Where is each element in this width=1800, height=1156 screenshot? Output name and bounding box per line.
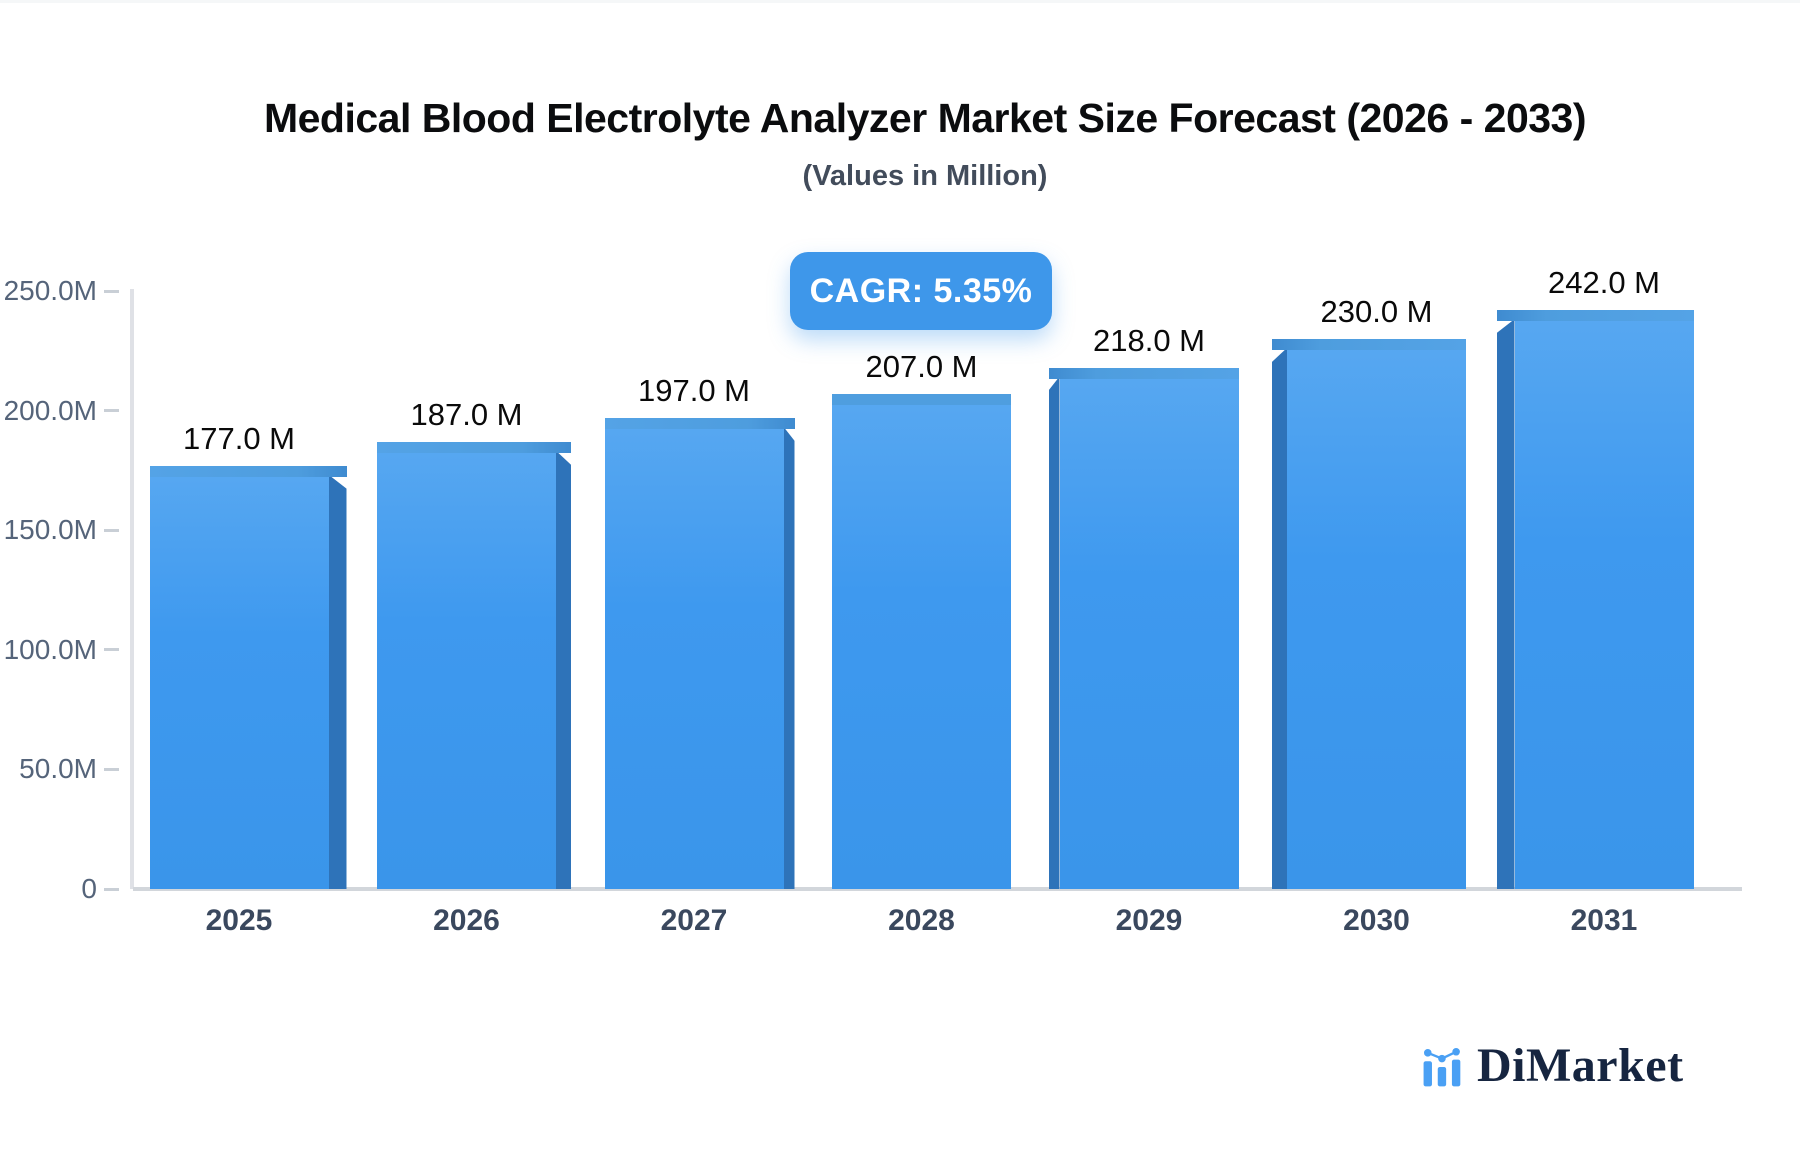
bar-top-face bbox=[1048, 367, 1239, 379]
bar-front-face bbox=[604, 417, 784, 889]
bar-front-face bbox=[1059, 367, 1239, 889]
y-axis-tick-250 bbox=[104, 289, 119, 293]
bar-top-face bbox=[604, 417, 795, 429]
bar-2027[interactable] bbox=[604, 417, 795, 889]
bar-2025[interactable] bbox=[149, 465, 347, 889]
y-axis-label-150: 150.0M bbox=[3, 514, 97, 546]
bar-top-face bbox=[377, 441, 571, 453]
chart-title: Medical Blood Electrolyte Analyzer Marke… bbox=[263, 95, 1587, 141]
bar-2029[interactable] bbox=[1048, 367, 1239, 889]
bar-front-face bbox=[832, 393, 1011, 889]
y-axis-label-0: 0 bbox=[81, 873, 97, 904]
bar-2028[interactable] bbox=[832, 393, 1011, 889]
x-axis-label-2031: 2031 bbox=[1570, 904, 1638, 937]
bar-2026[interactable] bbox=[377, 441, 571, 889]
y-axis-line bbox=[130, 289, 134, 889]
bar-value-label-2026: 187.0 M bbox=[410, 396, 523, 432]
bar-value-label-2029: 218.0 M bbox=[1092, 322, 1205, 358]
bar-side-face bbox=[1496, 319, 1515, 889]
brand-name: DiMarket bbox=[1477, 1039, 1684, 1092]
chart-header: Medical Blood Electrolyte Analyzer Marke… bbox=[50, 0, 1800, 193]
y-axis-tick-0 bbox=[104, 887, 119, 891]
bar-value-label-2028: 207.0 M bbox=[865, 348, 978, 384]
y-axis-tick-100 bbox=[104, 648, 119, 652]
bar-value-label-2031: 242.0 M bbox=[1547, 265, 1660, 301]
bar-value-label-2025: 177.0 M bbox=[182, 420, 295, 456]
bar-side-face bbox=[328, 474, 347, 889]
bar-top-face bbox=[149, 465, 347, 477]
y-axis-tick-200 bbox=[104, 409, 119, 413]
bar-front-face bbox=[377, 441, 556, 889]
brand-watermark: DiMarket bbox=[1422, 1042, 1684, 1090]
bar-side-face bbox=[1272, 347, 1287, 889]
bar-top-face bbox=[1272, 338, 1466, 350]
bar-2030[interactable] bbox=[1272, 338, 1466, 889]
cagr-badge-label: CAGR: 5.35% bbox=[809, 271, 1033, 310]
y-axis-tick-150 bbox=[104, 528, 119, 532]
x-axis-label-2028: 2028 bbox=[888, 904, 955, 937]
x-axis-label-2030: 2030 bbox=[1343, 904, 1410, 937]
bar-top-face bbox=[1496, 310, 1694, 322]
y-axis-label-100: 100.0M bbox=[3, 633, 97, 665]
bar-value-label-2027: 197.0 M bbox=[637, 372, 750, 408]
x-axis-label-2026: 2026 bbox=[433, 904, 500, 937]
y-axis-label-50: 50.0M bbox=[19, 753, 97, 785]
y-axis-label-250: 250.0M bbox=[3, 275, 97, 306]
bar-top-face bbox=[832, 393, 1011, 405]
bar-side-face bbox=[556, 450, 571, 889]
bar-side-face bbox=[1048, 376, 1060, 889]
bar-front-face bbox=[1287, 338, 1466, 889]
x-axis-label-2029: 2029 bbox=[1115, 904, 1183, 937]
x-axis-label-2027: 2027 bbox=[660, 904, 728, 937]
dimarket-logo-icon bbox=[1423, 1047, 1461, 1087]
chart-subtitle: (Values in Million) bbox=[802, 160, 1048, 192]
x-axis-line bbox=[133, 887, 1742, 891]
bar-front-face bbox=[1514, 310, 1694, 889]
cagr-badge: CAGR: 5.35% bbox=[790, 252, 1052, 330]
page-top-border bbox=[0, 0, 1800, 3]
bar-side-face bbox=[783, 426, 795, 889]
x-axis-label-2025: 2025 bbox=[205, 904, 273, 937]
y-axis-label-200: 200.0M bbox=[3, 394, 97, 426]
bar-2031[interactable] bbox=[1496, 310, 1694, 889]
bar-value-label-2030: 230.0 M bbox=[1320, 293, 1433, 329]
y-axis-tick-50 bbox=[104, 767, 119, 771]
bar-front-face bbox=[149, 465, 329, 889]
